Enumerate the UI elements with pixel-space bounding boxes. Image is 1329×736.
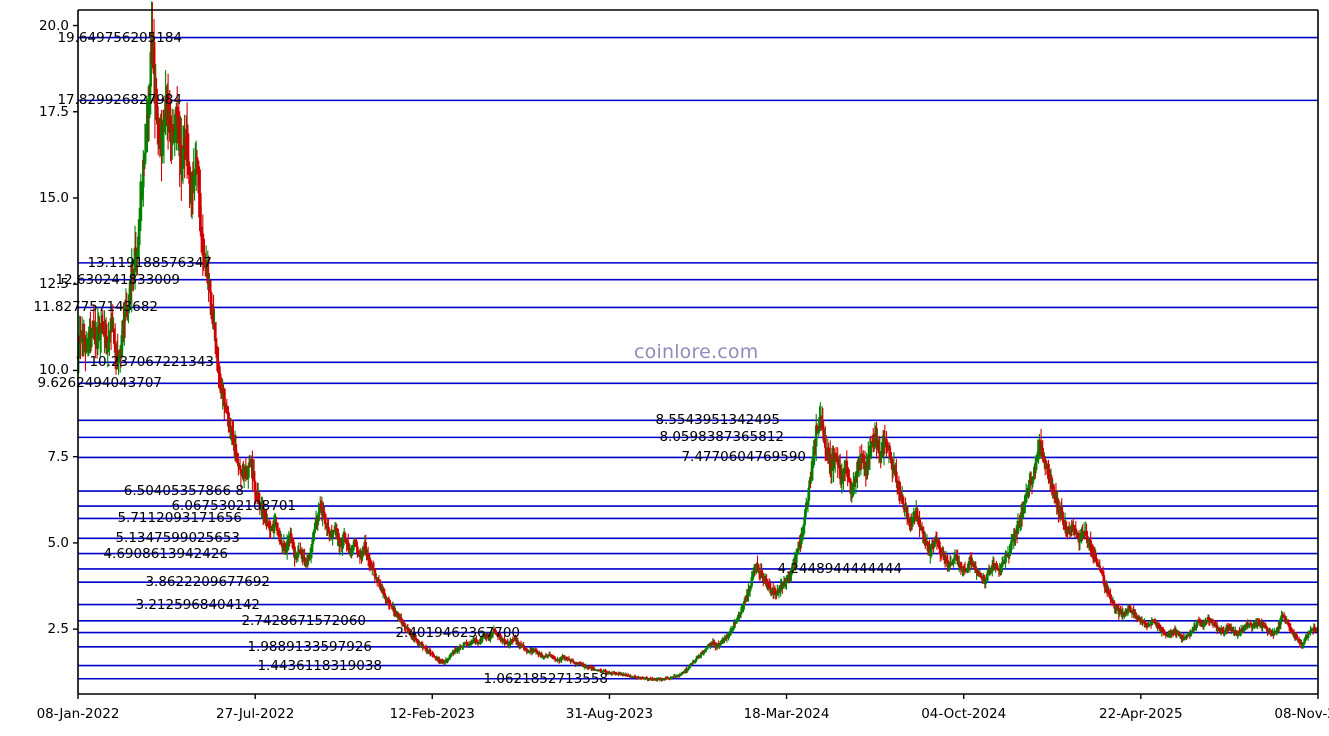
x-tick-label: 12-Feb-2023 bbox=[389, 706, 475, 722]
level-label-6: 9.6262494043707 bbox=[37, 375, 162, 392]
x-tick-label: 08-Nov-2025 bbox=[1274, 706, 1329, 722]
candle-body bbox=[1196, 622, 1199, 626]
watermark-coinlore: coinlore.com bbox=[634, 341, 759, 363]
candle-body bbox=[800, 536, 803, 545]
level-lines bbox=[78, 36, 1318, 680]
candle-body bbox=[1138, 617, 1142, 622]
level-label-2: 13.119188576347 bbox=[87, 254, 212, 271]
level-label-5: 10.237067221343 bbox=[89, 354, 214, 371]
x-tick-label: 04-Oct-2024 bbox=[921, 706, 1007, 722]
x-tick-label: 31-Aug-2023 bbox=[565, 706, 654, 722]
candle-body bbox=[571, 660, 575, 663]
level-label-18: 2.7428671572060 bbox=[241, 612, 366, 629]
level-label-9: 7.4770604769590 bbox=[681, 449, 806, 466]
candle-body bbox=[387, 598, 391, 605]
level-label-14: 4.6908613942426 bbox=[103, 545, 228, 562]
candle-body bbox=[1289, 626, 1293, 631]
candle-body bbox=[1153, 619, 1157, 623]
candle-body bbox=[276, 529, 280, 535]
axes-spines bbox=[73, 9, 1319, 699]
level-label-8: 8.0598387365812 bbox=[659, 429, 784, 446]
candle-body bbox=[343, 533, 347, 539]
level-label-19: 2.4019462367700 bbox=[395, 624, 520, 641]
candle-body bbox=[1292, 632, 1296, 635]
level-label-7: 8.5543951342495 bbox=[655, 412, 780, 429]
level-label-10: 6.50405357866 8 bbox=[123, 483, 244, 500]
candle-body bbox=[868, 446, 872, 458]
level-label-15: 4.2448944444444 bbox=[777, 560, 902, 577]
y-tick-label: 15.0 bbox=[38, 189, 69, 206]
candle-body bbox=[218, 373, 222, 390]
level-label-22: 1.0621852713558 bbox=[483, 670, 608, 687]
y-tick-label: 2.5 bbox=[47, 621, 69, 638]
x-tick-label: 27-Jul-2022 bbox=[216, 706, 295, 722]
level-label-3: 12.630241833009 bbox=[55, 271, 180, 288]
level-label-13: 5.1347599025653 bbox=[115, 530, 240, 547]
level-label-17: 3.2125968404142 bbox=[135, 596, 260, 613]
candle-body bbox=[845, 460, 849, 468]
y-tick-label: 20.0 bbox=[38, 17, 69, 34]
candle-body bbox=[1154, 622, 1158, 625]
candle-body bbox=[275, 522, 278, 525]
candle-body bbox=[1024, 493, 1028, 503]
y-tick-label: 17.5 bbox=[38, 103, 69, 120]
level-label-1: 17.829926827984 bbox=[57, 92, 182, 109]
candle-body bbox=[553, 657, 557, 660]
x-tick-label: 08-Jan-2022 bbox=[36, 706, 120, 722]
level-label-21: 1.4436118319038 bbox=[257, 657, 382, 674]
candle-body bbox=[986, 574, 989, 581]
level-label-11: 6.0675302108701 bbox=[171, 498, 296, 515]
y-tick-label: 7.5 bbox=[47, 448, 69, 465]
x-tick-label: 22-Apr-2025 bbox=[1099, 706, 1183, 722]
candle-body bbox=[801, 527, 805, 537]
level-label-12: 5.7112093171656 bbox=[117, 510, 242, 527]
level-label-0: 19.649756205184 bbox=[57, 29, 182, 46]
y-tick-label: 10.0 bbox=[38, 362, 69, 379]
candle-body bbox=[680, 673, 683, 676]
level-label-20: 1.9889133597926 bbox=[247, 638, 372, 655]
level-label-4: 11.827757143682 bbox=[33, 299, 158, 316]
price-series bbox=[76, 1, 1319, 682]
level-label-16: 3.8622209677692 bbox=[145, 574, 270, 591]
y-tick-label: 5.0 bbox=[47, 534, 69, 551]
candle-body bbox=[345, 539, 348, 544]
x-tick-label: 18-Mar-2024 bbox=[743, 706, 830, 722]
y-tick-label: 12.5 bbox=[38, 276, 69, 293]
candle-body bbox=[448, 656, 452, 659]
